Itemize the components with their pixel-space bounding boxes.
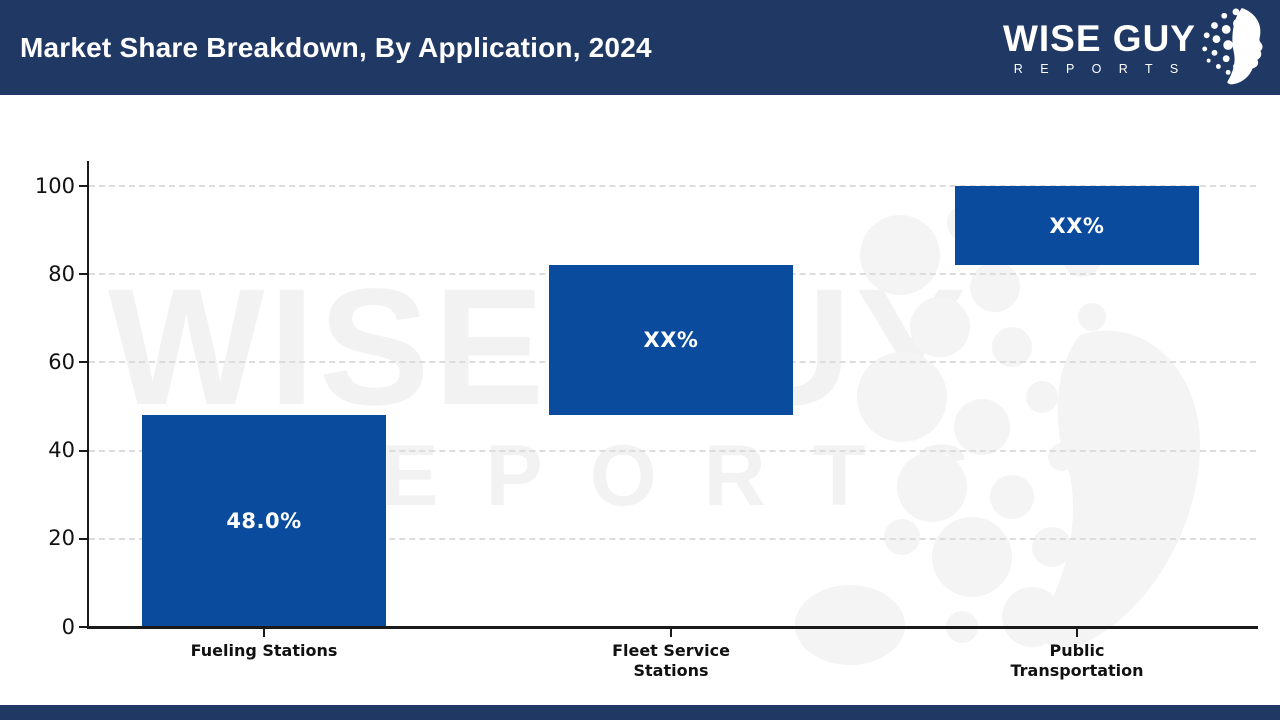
bar-segment: 48.0% [142,415,386,627]
y-tick-mark [79,273,87,276]
y-tick-label: 100 [34,173,75,198]
watermark-head-icon [780,195,1220,679]
bar-segment: XX% [549,265,793,416]
gridline [89,537,1256,540]
watermark-subtext: REPORTS [272,428,1017,524]
header-bar: Market Share Breakdown, By Application, … [0,0,1280,95]
logo-subtitle: R E P O R T S [1013,62,1186,76]
gridline [89,449,1256,452]
x-tick-mark [670,629,672,637]
y-tick-label: 80 [48,261,75,286]
gridline [89,185,1256,187]
y-tick-mark [79,537,87,540]
x-tick-mark [263,629,265,637]
x-category-label: Public Transportation [1010,641,1144,680]
x-tick-mark [1076,629,1078,637]
watermark-text: WISE GUY [108,255,971,440]
bar-value-label: 48.0% [226,509,302,534]
y-tick-mark [79,361,87,364]
bar-value-label: XX% [1049,213,1105,238]
y-axis-line [87,161,89,629]
y-tick-label: 20 [48,526,75,551]
y-tick-label: 60 [48,349,75,374]
x-category-label: Fleet Service Stations [612,641,730,680]
x-axis-line [87,626,1258,629]
logo-name: WISE GUY [1002,18,1196,59]
waterfall-chart: WISE GUY REPORTS 0 20 40 60 80 100 48.0% Fuelin… [0,95,1280,705]
y-tick-mark [79,626,87,628]
y-tick-label: 0 [61,614,75,639]
bar-segment: XX% [955,186,1199,266]
bar-value-label: XX% [643,328,699,353]
y-tick-mark [79,185,87,187]
logo-head-icon [1198,6,1270,90]
y-tick-mark [79,449,87,452]
footer-bar [0,705,1280,720]
wise-guy-logo: WISE GUY R E P O R T S [1002,6,1270,90]
page-title: Market Share Breakdown, By Application, … [20,31,652,63]
x-category-label: Fueling Stations [190,641,338,660]
y-tick-label: 40 [48,438,75,463]
